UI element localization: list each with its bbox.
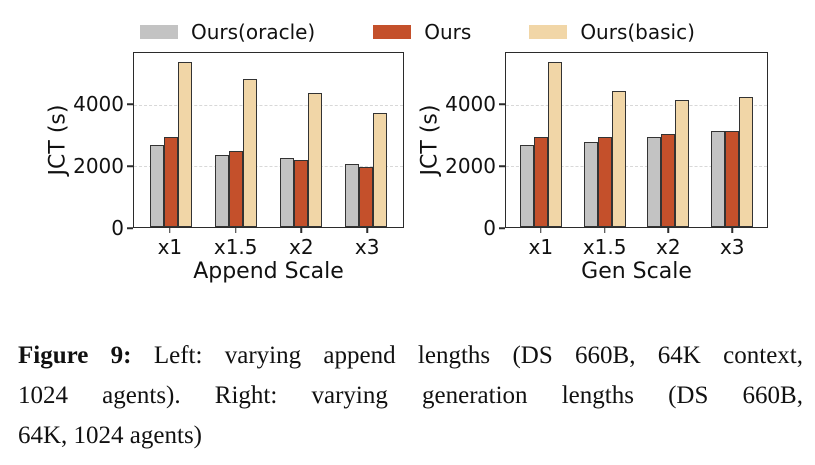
plot-area — [133, 52, 404, 228]
bar-ours-oracle--x1.5 — [583, 141, 598, 227]
bar-ours-basic--x1 — [548, 62, 563, 227]
y-tick-label: 2000 — [73, 154, 124, 179]
legend-swatch — [373, 25, 412, 39]
y-tick-label: 0 — [111, 216, 124, 240]
x-tick-mark — [540, 228, 542, 233]
y-tick-mark — [499, 165, 505, 167]
caption-line-3: 64K, 1024 agents) — [18, 422, 202, 449]
bar-ours-oracle--x2 — [647, 136, 662, 227]
y-axis-label: JCT (s) — [45, 104, 71, 176]
bar-ours-basic--x2 — [675, 100, 690, 227]
x-tick-label-x2: x2 — [289, 235, 314, 259]
bar-ours-oracle--x3 — [710, 130, 725, 227]
x-tick-label-x1.5: x1.5 — [582, 235, 627, 259]
bar-group-x3 — [710, 53, 753, 227]
bar-ours-x1 — [534, 136, 549, 227]
x-tick-mark — [169, 228, 171, 233]
legend-item: Ours — [373, 20, 471, 44]
legend-label: Ours(oracle) — [191, 20, 316, 44]
bar-ours-oracle--x1 — [149, 144, 164, 227]
bar-group-x2 — [280, 53, 323, 227]
legend-label: Ours(basic) — [580, 20, 695, 44]
y-tick-label: 0 — [483, 216, 496, 240]
bar-ours-basic--x1 — [177, 62, 192, 227]
bar-group-x1 — [149, 53, 192, 227]
caption-line-2: 1024 agents). Right: varying generation … — [18, 382, 803, 409]
y-tick-label: 4000 — [445, 92, 496, 117]
bar-group-x3 — [345, 53, 388, 227]
bar-ours-x3 — [724, 130, 739, 227]
bar-group-x2 — [647, 53, 690, 227]
bar-ours-oracle--x1.5 — [214, 155, 229, 227]
bar-ours-oracle--x2 — [280, 158, 295, 227]
bar-group-x1.5 — [214, 53, 257, 227]
gridline-4000 — [134, 104, 403, 106]
bar-ours-x2 — [661, 133, 676, 227]
caption-line-1: Figure 9: Left: varying append lengths (… — [18, 336, 803, 376]
y-tick-mark — [499, 227, 505, 229]
bar-ours-oracle--x3 — [345, 164, 360, 227]
bar-ours-oracle--x1 — [520, 144, 535, 227]
bar-ours-x2 — [294, 159, 309, 227]
legend-swatch — [140, 25, 178, 39]
bar-ours-x3 — [359, 167, 374, 227]
bar-ours-x1 — [163, 136, 178, 227]
legend: Ours(oracle) Ours Ours(basic) — [140, 20, 695, 44]
x-tick-mark — [603, 228, 606, 233]
y-tick-label: 4000 — [73, 92, 124, 117]
x-axis-label: Gen Scale — [581, 259, 692, 284]
x-tick-mark — [300, 228, 303, 233]
x-axis-label: Append Scale — [193, 259, 344, 284]
y-tick-mark — [127, 103, 133, 106]
bar-ours-basic--x3 — [373, 112, 388, 227]
x-tick-label-x1: x1 — [528, 235, 554, 259]
x-tick-mark — [234, 228, 237, 233]
x-tick-label-x3: x3 — [719, 235, 745, 259]
gridline-2000 — [506, 165, 767, 167]
y-tick-label: 2000 — [445, 154, 496, 179]
x-tick-label-x2: x2 — [656, 235, 681, 259]
bar-group-x1 — [520, 53, 563, 227]
bar-ours-x1.5 — [597, 136, 612, 227]
legend-item: Ours(oracle) — [140, 20, 315, 44]
legend-swatch — [529, 25, 568, 39]
chart-append-scale: JCT (s) Append Scale 0 2000 4000 x1 x1.5 x2 x3 — [46, 52, 404, 284]
x-tick-mark — [366, 228, 368, 233]
plot-area — [505, 52, 768, 228]
figure-caption: Figure 9: Left: varying append lengths (… — [18, 336, 803, 456]
bar-ours-basic--x2 — [308, 92, 323, 227]
bar-group-x1.5 — [583, 53, 626, 227]
bar-ours-basic--x1.5 — [242, 78, 257, 227]
gridline-4000 — [506, 104, 767, 106]
x-tick-label-x1.5: x1.5 — [213, 235, 258, 259]
bar-ours-x1.5 — [228, 150, 243, 227]
legend-item: Ours(basic) — [529, 20, 695, 44]
chart-gen-scale: JCT (s) Gen Scale 0 2000 4000 x1 x1.5 x2 x3 — [418, 52, 768, 284]
legend-label: Ours — [424, 20, 472, 44]
caption-line-1-text: Left: varying append lengths (DS 660B, 6… — [131, 342, 803, 369]
bar-ours-basic--x1.5 — [611, 91, 626, 227]
x-tick-mark — [667, 228, 670, 233]
y-tick-mark — [127, 165, 133, 167]
x-tick-mark — [731, 228, 733, 233]
x-tick-label-x3: x3 — [354, 235, 380, 259]
x-tick-label-x1: x1 — [157, 235, 183, 259]
caption-figure-number: Figure 9: — [18, 342, 132, 369]
bar-ours-basic--x3 — [738, 97, 753, 227]
gridline-2000 — [134, 165, 403, 167]
y-tick-mark — [499, 103, 505, 106]
y-axis-label: JCT (s) — [417, 104, 443, 176]
y-tick-mark — [127, 227, 133, 229]
